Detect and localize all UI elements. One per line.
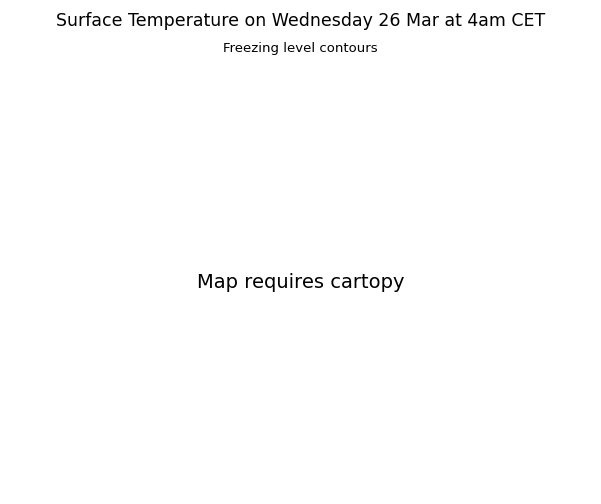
Text: Freezing level contours: Freezing level contours [223, 42, 378, 55]
Text: Surface Temperature on Wednesday 26 Mar at 4am CET: Surface Temperature on Wednesday 26 Mar … [56, 12, 545, 30]
Text: Map requires cartopy: Map requires cartopy [197, 273, 404, 292]
